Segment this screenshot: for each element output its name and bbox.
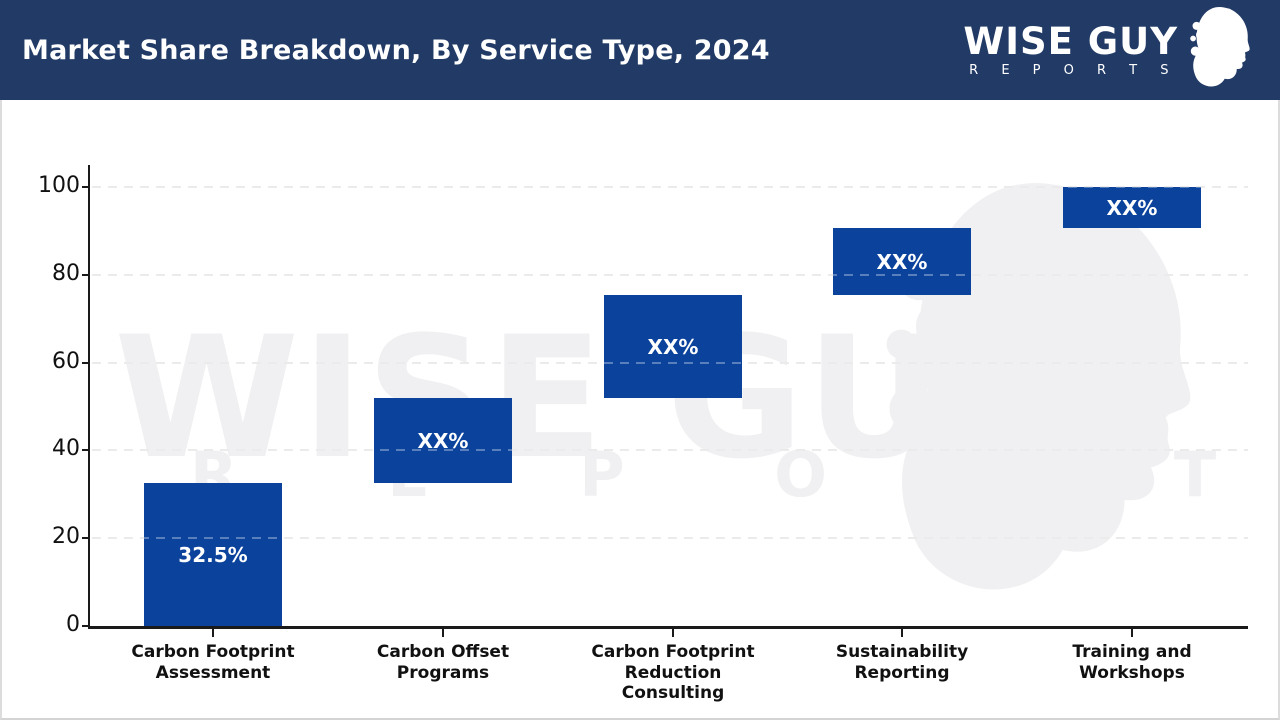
y-tick-label: 20 [52,524,80,550]
x-category-label: Training and Workshops [1012,642,1252,683]
y-tick [82,361,90,364]
x-category-label-line: Carbon Footprint [591,642,755,662]
bar-value-label: XX% [417,428,469,453]
brand-logo: WISE GUY R E P O R T S [963,4,1280,96]
gridline [92,449,1248,452]
bar: XX% [604,295,742,398]
bar-value-label: XX% [876,249,928,274]
y-tick [82,537,90,540]
bar: XX% [374,397,512,484]
x-tick [672,629,674,637]
y-tick-label: 60 [52,348,80,374]
gridline-overlay [92,186,1248,188]
y-axis-line [88,165,90,628]
brand-logo-text: WISE GUY R E P O R T S [963,23,1178,78]
x-category-label-line: Programs [396,662,490,683]
gridline-overlay [92,361,1248,364]
bar: XX% [1063,187,1201,229]
x-category-label-line: Training and [1072,642,1192,662]
y-tick-label: 100 [38,173,80,198]
bar: 32.5% [144,483,282,626]
y-tick-label: 0 [66,612,80,637]
y-tick [82,186,90,188]
y-tick [82,449,90,452]
y-tick [82,273,90,276]
x-category-label: Carbon Offset Programs [323,642,563,683]
brand-logo-name: WISE GUY [963,19,1178,63]
chart-title: Market Share Breakdown, By Service Type,… [22,34,770,66]
gridline-overlay [92,537,1248,540]
y-tick-label: 40 [52,436,80,462]
gridline [92,273,1248,276]
brand-face-icon [1180,4,1266,96]
gridline [92,186,1248,188]
bar-value-label: XX% [1106,195,1158,220]
header-band: Market Share Breakdown, By Service Type,… [0,0,1280,100]
x-category-label-line: Carbon Offset [376,642,510,662]
x-category-label: Carbon Footprint Assessment [93,642,333,683]
gridline-overlay [92,273,1248,276]
y-tick [82,625,90,627]
x-tick [212,629,214,637]
x-category-label-line: Workshops [1079,662,1185,683]
brand-logo-subtitle: R E P O R T S [969,62,1178,78]
gridline [92,537,1248,540]
bar: XX% [833,228,971,296]
chart-area: WISE GUY R E P O R T S 02040608010032.5%… [0,100,1280,720]
bar-value-label: 32.5% [178,542,248,567]
y-tick-label: 80 [52,260,80,286]
x-category-label-line: Assessment [155,662,271,683]
x-tick [1131,629,1133,637]
x-category-label: Carbon Footprint Reduction Consulting [553,642,793,704]
bar-value-label: XX% [647,334,699,359]
x-category-label-line: Reduction [624,662,722,683]
x-tick [442,629,444,637]
x-category-label-line: Sustainability [835,642,969,662]
x-category-label-line: Consulting [621,683,725,704]
x-category-label: Sustainability Reporting [782,642,1022,683]
x-category-label-line: Reporting [854,662,950,683]
gridline-overlay [92,449,1248,452]
x-category-label-line: Carbon Footprint [131,642,295,662]
x-axis-line [88,626,1248,629]
x-tick [901,629,903,637]
